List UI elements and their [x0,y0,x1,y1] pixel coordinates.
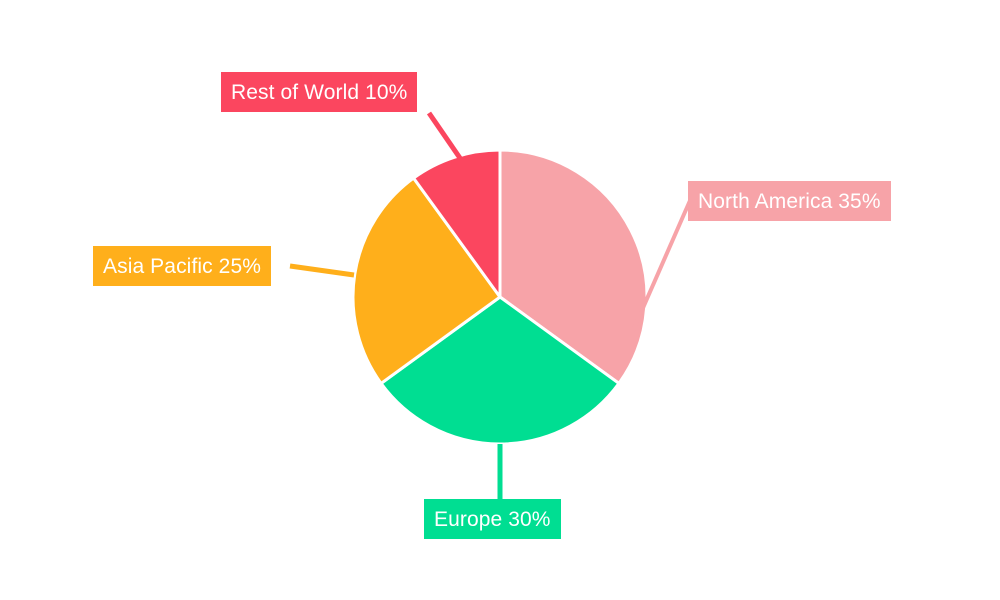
pie-slice-rest-of-world[interactable] [412,148,502,299]
pie-label-asia-pacific-text: Asia Pacific 25% [103,254,262,278]
pie-label-asia-pacific[interactable]: Asia Pacific 25% [93,246,272,286]
pie-leader-lines [289,111,694,505]
pie-label-north-america[interactable]: North America 35% [688,181,891,221]
pie-label-north-america-text: North America 35% [698,189,881,213]
pie-label-rest-of-world-text: Rest of World 10% [231,80,408,104]
leader-line-north-america [630,195,694,334]
pie-label-europe[interactable]: Europe 30% [424,499,561,539]
pie-label-rest-of-world[interactable]: Rest of World 10% [221,72,418,112]
pie-slice-north-america[interactable] [498,148,649,385]
pie-label-europe-text: Europe 30% [434,507,551,531]
leader-line-asia-pacific [289,263,355,278]
pie-slice-asia-pacific[interactable] [351,176,502,385]
leader-line-rest-of-world [426,111,465,163]
pie-slices [351,148,649,446]
